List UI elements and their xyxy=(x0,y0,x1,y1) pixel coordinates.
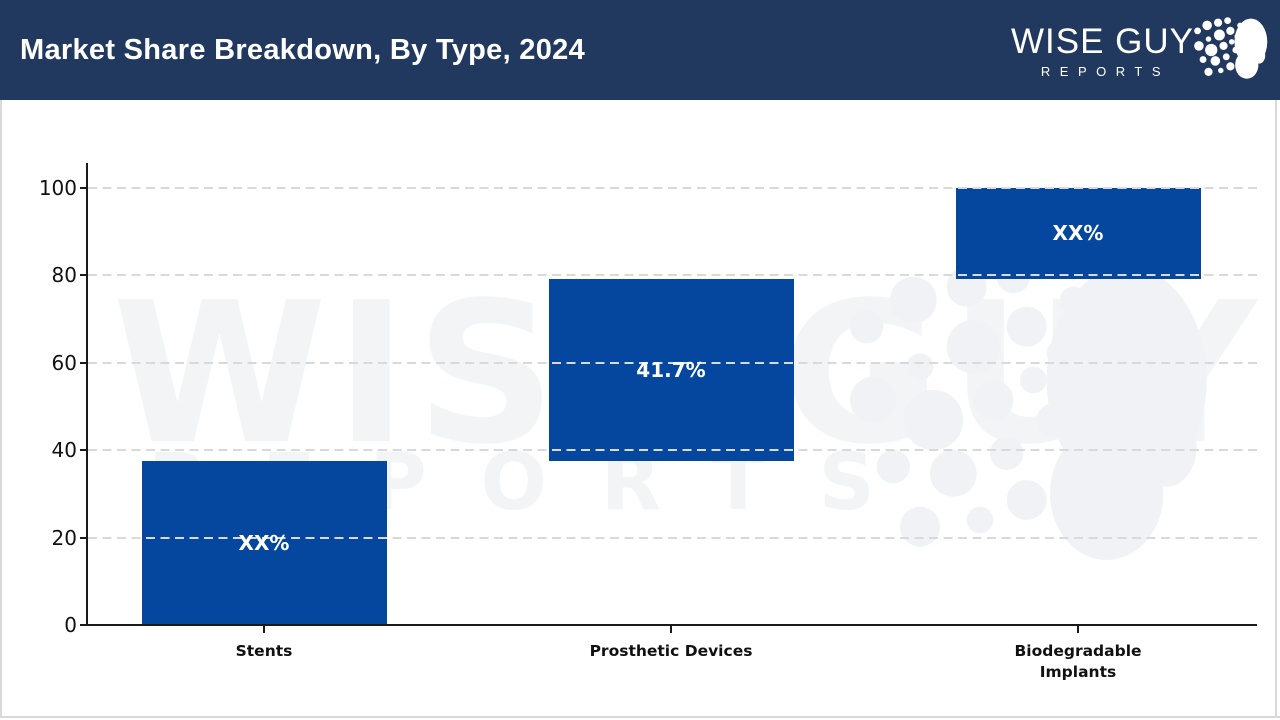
y-tick-label-0: 0 xyxy=(64,613,77,637)
y-tick-label-20: 20 xyxy=(51,525,77,550)
page-title: Market Share Breakdown, By Type, 2024 xyxy=(20,34,586,66)
gridline-80 xyxy=(88,274,1257,276)
frame-border-left xyxy=(0,100,2,718)
bar-value-label-1: 41.7% xyxy=(636,357,706,382)
gridline-20 xyxy=(88,536,1257,539)
category-label-1: Prosthetic Devices xyxy=(589,642,753,660)
y-tick-0 xyxy=(80,624,87,626)
logo-wordmark: WISE GUY xyxy=(1010,22,1194,61)
y-tick-label-40: 40 xyxy=(51,438,77,462)
category-label-2: Biodegradable Implants xyxy=(1014,642,1142,681)
y-tick-20 xyxy=(80,536,87,539)
logo-reports-text: REPORTS xyxy=(1040,64,1171,79)
bar-1 xyxy=(548,278,794,461)
bar-2 xyxy=(955,187,1201,279)
y-tick-label-60: 60 xyxy=(51,350,77,375)
y-tick-label-100: 100 xyxy=(38,175,77,200)
y-axis-line xyxy=(86,163,88,626)
gridline-60 xyxy=(88,361,1257,364)
y-tick-80 xyxy=(80,274,87,276)
frame-border-bottom xyxy=(0,716,1280,718)
y-tick-60 xyxy=(80,361,87,364)
gridline-40 xyxy=(88,449,1257,451)
gridline-100 xyxy=(88,186,1257,189)
x-axis-line xyxy=(86,624,1257,626)
bar-0 xyxy=(141,460,387,625)
bar-value-label-2: XX% xyxy=(1052,221,1104,245)
header-bar: Market Share Breakdown, By Type, 2024 WI… xyxy=(0,0,1280,100)
bar-value-label-0: XX% xyxy=(238,530,290,555)
frame-border-right xyxy=(1275,100,1277,718)
category-label-0: Stents xyxy=(235,642,293,660)
y-tick-40 xyxy=(80,449,87,451)
wise-guy-reports-logo: WISE GUY REPORTS xyxy=(1004,6,1266,94)
x-tick-1 xyxy=(670,626,672,633)
y-tick-100 xyxy=(80,186,87,189)
x-tick-0 xyxy=(263,626,265,633)
logo-text: WISE GUY REPORTS xyxy=(1011,22,1194,79)
x-tick-2 xyxy=(1077,626,1079,633)
logo-head-profile-icon xyxy=(1188,10,1270,90)
y-tick-label-80: 80 xyxy=(51,263,77,287)
